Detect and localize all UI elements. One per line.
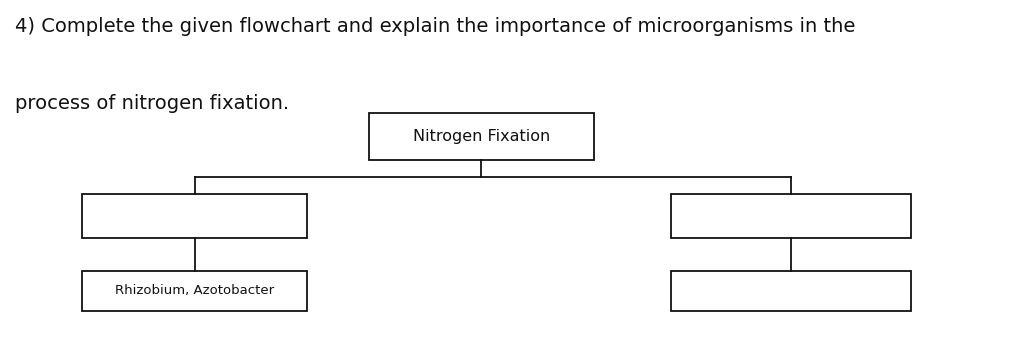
FancyBboxPatch shape [369,113,594,160]
FancyBboxPatch shape [671,194,911,238]
Text: Nitrogen Fixation: Nitrogen Fixation [413,129,550,144]
Text: Rhizobium, Azotobacter: Rhizobium, Azotobacter [115,284,274,297]
Text: 4) Complete the given flowchart and explain the importance of microorganisms in : 4) Complete the given flowchart and expl… [15,17,856,36]
FancyBboxPatch shape [82,194,307,238]
FancyBboxPatch shape [671,271,911,311]
FancyBboxPatch shape [82,271,307,311]
Text: process of nitrogen fixation.: process of nitrogen fixation. [15,94,290,113]
